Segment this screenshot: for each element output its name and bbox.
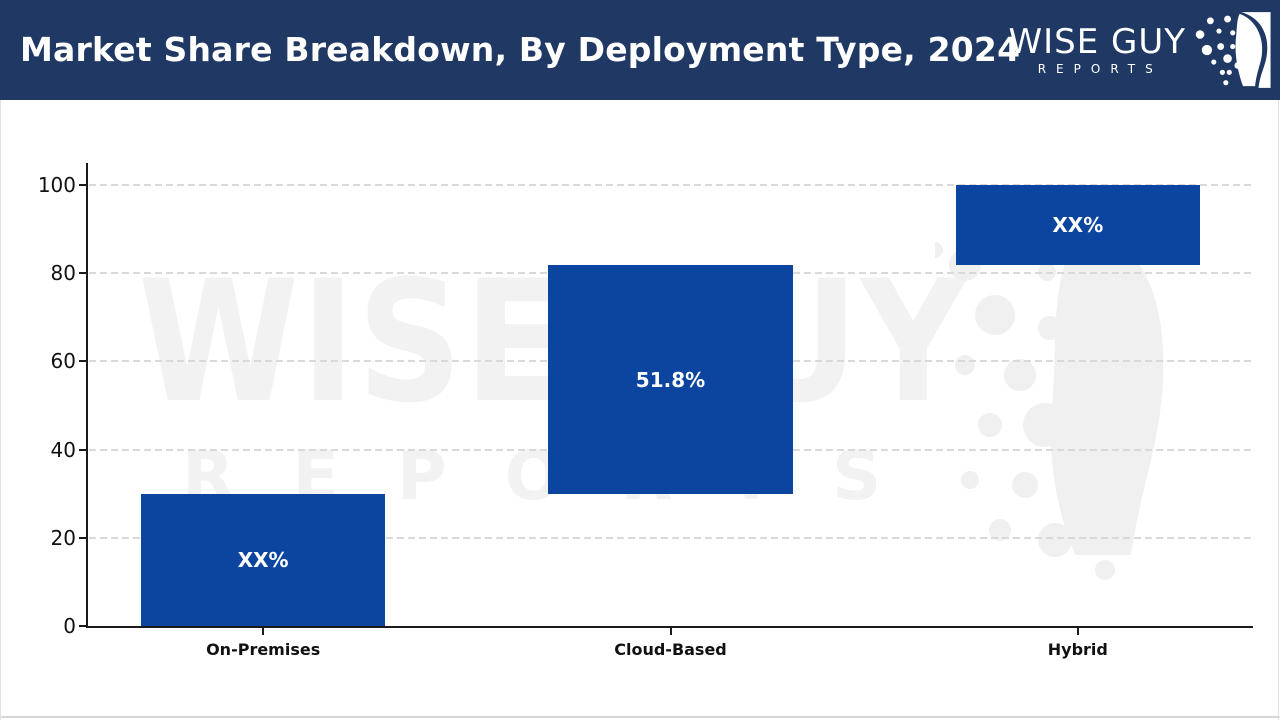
y-tick-40 [79,448,86,451]
y-tick-label-60: 60 [50,349,76,374]
y-tick-label-100: 100 [37,173,76,198]
bar-label-cloud-based: 51.8% [635,367,706,392]
bar-label-hybrid: XX% [1052,213,1104,238]
gridline-y-20 [89,536,1253,539]
y-tick-label-80: 80 [50,261,76,286]
page-left-rule [0,100,1,720]
page-right-rule [1278,100,1279,720]
y-tick-0 [79,625,86,627]
logo-face-dots-icon [1195,12,1271,88]
chart-title: Market Share Breakdown, By Deployment Ty… [20,30,1021,69]
logo-subtitle: REPORTS [1037,62,1163,76]
bar-cloud-based [548,265,793,494]
y-tick-label-40: 40 [50,437,76,462]
y-tick-label-0: 0 [63,614,76,638]
x-tick-hybrid [1076,626,1079,635]
header-bar: Market Share Breakdown, By Deployment Ty… [0,0,1280,100]
x-tick-label-on-premises: On-Premises [206,640,321,659]
y-tick-label-20: 20 [50,525,76,550]
y-tick-60 [79,360,86,363]
page-bottom-rule [0,716,1280,718]
logo-text: WISE GUY REPORTS [1008,24,1186,76]
gridline-y-100 [89,184,1253,187]
x-tick-label-cloud-based: Cloud-Based [614,640,727,659]
wise-guy-reports-logo: WISE GUY REPORTS [1008,6,1274,94]
x-tick-label-hybrid: Hybrid [1047,640,1108,659]
y-axis-spine [86,163,88,628]
bar-label-on-premises: XX% [237,547,289,572]
logo-wordmark: WISE GUY [1008,22,1186,62]
x-tick-cloud-based [669,626,672,635]
y-tick-80 [79,272,86,275]
bar-on-premises [140,493,386,626]
y-tick-100 [79,184,86,187]
y-tick-20 [79,536,86,539]
x-tick-on-premises [262,626,265,635]
